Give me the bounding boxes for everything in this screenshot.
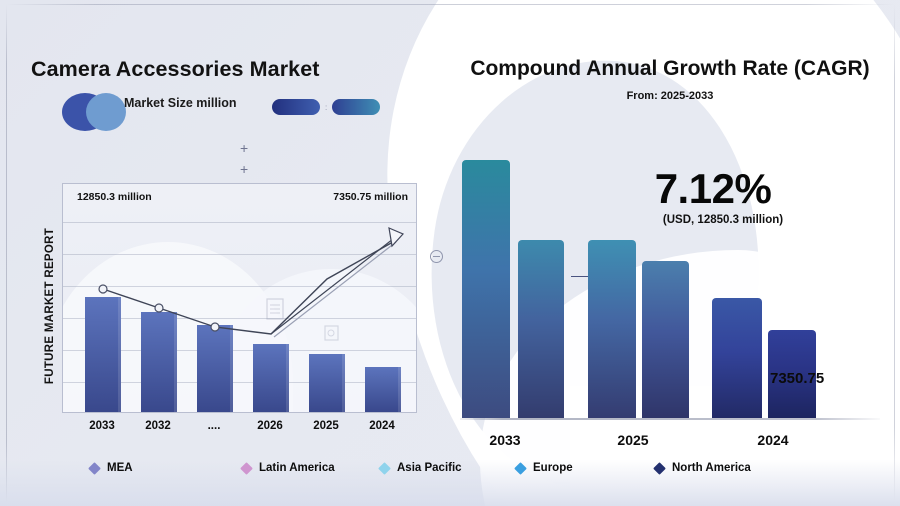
logo-circle-light — [86, 93, 126, 131]
x-label-3: 2026 — [257, 420, 283, 432]
plus-icon-2: + — [240, 161, 249, 177]
legend-marker-icon — [378, 461, 391, 475]
legend-marker-icon — [653, 461, 666, 475]
legend-item-mea[interactable]: MEA — [88, 461, 133, 475]
x-label-5: 2024 — [369, 420, 395, 432]
cagr-title: Compound Annual Growth Rate (CAGR) — [470, 57, 870, 80]
legend-item-north-america[interactable]: North America — [653, 461, 751, 475]
bar-2024-back — [768, 330, 816, 418]
cagr-note: (USD, 12850.3 million) — [662, 214, 784, 226]
color-chip-primary — [272, 99, 320, 115]
left-chart-bars — [63, 184, 416, 412]
chip-separator: : — [325, 102, 328, 112]
page-title: Camera Accessories Market — [31, 57, 320, 81]
right-chart-baseline — [460, 418, 880, 420]
legend-item-asia-pacific[interactable]: Asia Pacific — [378, 461, 462, 475]
right-chart-data-label: 7350.75 — [770, 370, 825, 387]
right-x-label-2025: 2025 — [617, 432, 649, 448]
left-chart-end-value: 7350.75 million — [333, 191, 408, 203]
bar-2033-front — [462, 160, 510, 418]
gridline — [63, 254, 416, 255]
x-label-4: 2025 — [313, 420, 339, 432]
doc-watermark-icon — [266, 298, 284, 320]
legend-marker-icon — [240, 461, 253, 475]
cagr-value: 7.12% — [654, 165, 772, 212]
bar-2032 — [141, 312, 177, 412]
gridline — [63, 382, 416, 383]
legend-label: Asia Pacific — [397, 462, 462, 474]
left-chart-start-value: 12850.3 million — [77, 191, 152, 203]
left-chart-y-axis-label: FUTURE MARKET REPORT — [44, 227, 56, 385]
bar-2025-front — [588, 240, 636, 418]
gridline — [63, 222, 416, 223]
legend-label: North America — [672, 462, 751, 474]
x-label-0: 2033 — [89, 420, 115, 432]
legend-label: Latin America — [259, 462, 335, 474]
left-chart-trend-line — [98, 227, 405, 338]
tag-watermark-icon — [324, 325, 339, 341]
legend-item-europe[interactable]: Europe — [514, 461, 573, 475]
legend-marker-icon — [514, 461, 527, 475]
card-top-border — [6, 4, 894, 5]
x-label-2: .... — [207, 420, 221, 432]
plus-icon-1: + — [240, 140, 249, 156]
bar-2033 — [85, 297, 121, 412]
minus-circle-icon — [430, 250, 443, 263]
legend: MEA Latin America Asia Pacific Europe No… — [0, 461, 900, 484]
brand-logo-icon — [62, 93, 126, 131]
gridline — [63, 350, 416, 351]
color-chip-row: : — [272, 99, 381, 115]
bar-2024 — [365, 367, 401, 412]
right-x-label-2024: 2024 — [757, 432, 789, 448]
bar-2025 — [309, 354, 345, 412]
x-label-1: 2032 — [145, 420, 171, 432]
legend-label: Europe — [533, 462, 573, 474]
gridline — [63, 318, 416, 319]
bar-dots — [197, 325, 233, 412]
color-chip-secondary — [332, 99, 381, 115]
legend-label: MEA — [107, 462, 133, 474]
gridline — [63, 286, 416, 287]
legend-item-latin-america[interactable]: Latin America — [240, 461, 335, 475]
bar-2025-back — [642, 261, 689, 418]
left-chart-plot-area: 12850.3 million 7350.75 million — [62, 183, 417, 413]
left-chart-x-axis: 2033 2032 .... 2026 2025 2024 — [62, 420, 417, 442]
right-x-label-2033: 2033 — [489, 432, 521, 448]
left-panel: Camera Accessories Market Market Size mi… — [31, 57, 443, 442]
card-left-border — [6, 4, 7, 502]
bar-2033-back — [518, 240, 564, 418]
bar-2026 — [253, 344, 289, 412]
bottom-gradient — [0, 460, 900, 506]
card-right-border — [894, 4, 895, 502]
legend-marker-icon — [88, 461, 101, 475]
bar-2024-front — [712, 298, 762, 418]
right-panel: Compound Annual Growth Rate (CAGR) From:… — [440, 0, 900, 506]
cagr-subtitle: From: 2025-2033 — [626, 90, 714, 102]
market-size-label: Market Size million — [124, 96, 237, 110]
